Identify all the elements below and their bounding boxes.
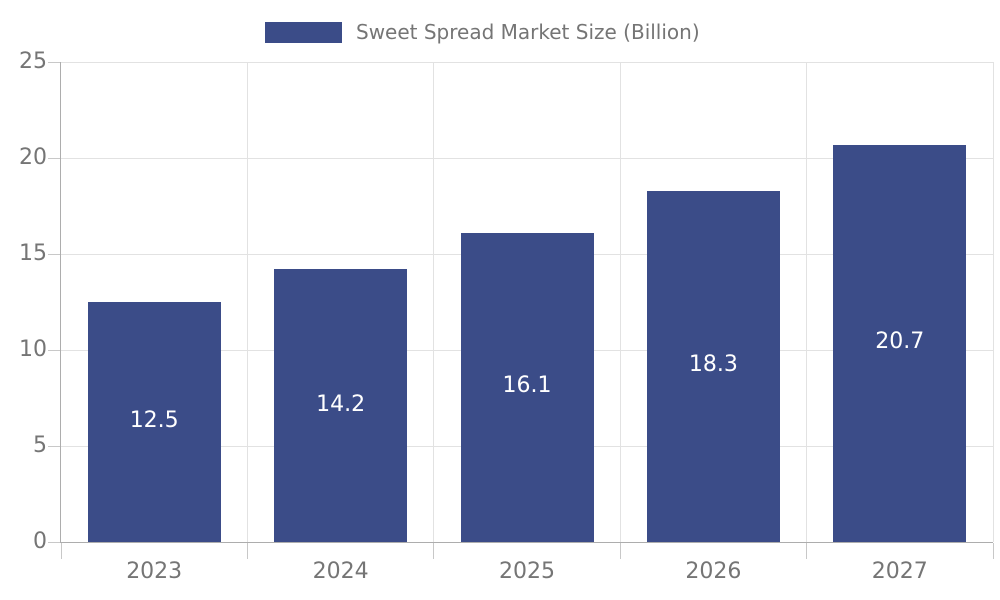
x-tick-label: 2024 [312, 559, 369, 584]
x-gridline [433, 62, 435, 542]
x-gridline [806, 62, 808, 542]
x-tick-label: 2026 [685, 559, 742, 584]
y-axis-tick [48, 445, 60, 447]
x-axis-tick [992, 543, 994, 559]
bar[interactable] [274, 269, 408, 542]
x-axis-tick [433, 543, 435, 559]
x-gridline [992, 62, 994, 542]
x-axis-tick [60, 543, 62, 559]
y-axis-tick [48, 541, 60, 543]
y-tick-label: 5 [33, 433, 47, 458]
y-axis-tick [48, 157, 60, 159]
legend-label: Sweet Spread Market Size (Billion) [356, 20, 700, 44]
x-axis-tick [619, 543, 621, 559]
bar-value-label: 12.5 [129, 408, 179, 433]
x-axis-tick [806, 543, 808, 559]
plot-area: 0 5 10 15 20 25 12.5 2023 14.2 2024 16.1 2025 18.3 20… [19, 49, 994, 584]
x-gridline [619, 62, 621, 542]
y-axis-tick [48, 253, 60, 255]
y-tick-label: 0 [33, 529, 47, 554]
bar-value-label: 18.3 [688, 352, 738, 378]
y-axis-tick [48, 61, 60, 63]
bar[interactable] [833, 144, 967, 542]
y-tick-label: 10 [19, 337, 47, 362]
y-tick-label: 15 [19, 241, 47, 266]
y-tick-label: 25 [19, 49, 47, 74]
x-axis-tick [246, 543, 248, 559]
bar-value-label: 16.1 [502, 373, 552, 399]
x-tick-label: 2025 [499, 559, 555, 584]
y-axis-tick [48, 349, 60, 351]
bar[interactable] [460, 232, 594, 542]
x-tick-label: 2023 [126, 559, 183, 584]
bar-value-label: 20.7 [875, 329, 925, 355]
y-tick-label: 20 [19, 145, 47, 170]
x-tick-label: 2027 [871, 559, 928, 584]
x-gridline [246, 62, 248, 542]
y-gridline [61, 61, 993, 63]
bar[interactable] [646, 190, 780, 542]
y-gridline [61, 157, 993, 159]
legend-item[interactable]: Sweet Spread Market Size (Billion) [265, 21, 700, 44]
bar-value-label: 14.2 [316, 391, 366, 417]
bar[interactable] [87, 302, 221, 542]
legend-swatch [265, 22, 342, 43]
